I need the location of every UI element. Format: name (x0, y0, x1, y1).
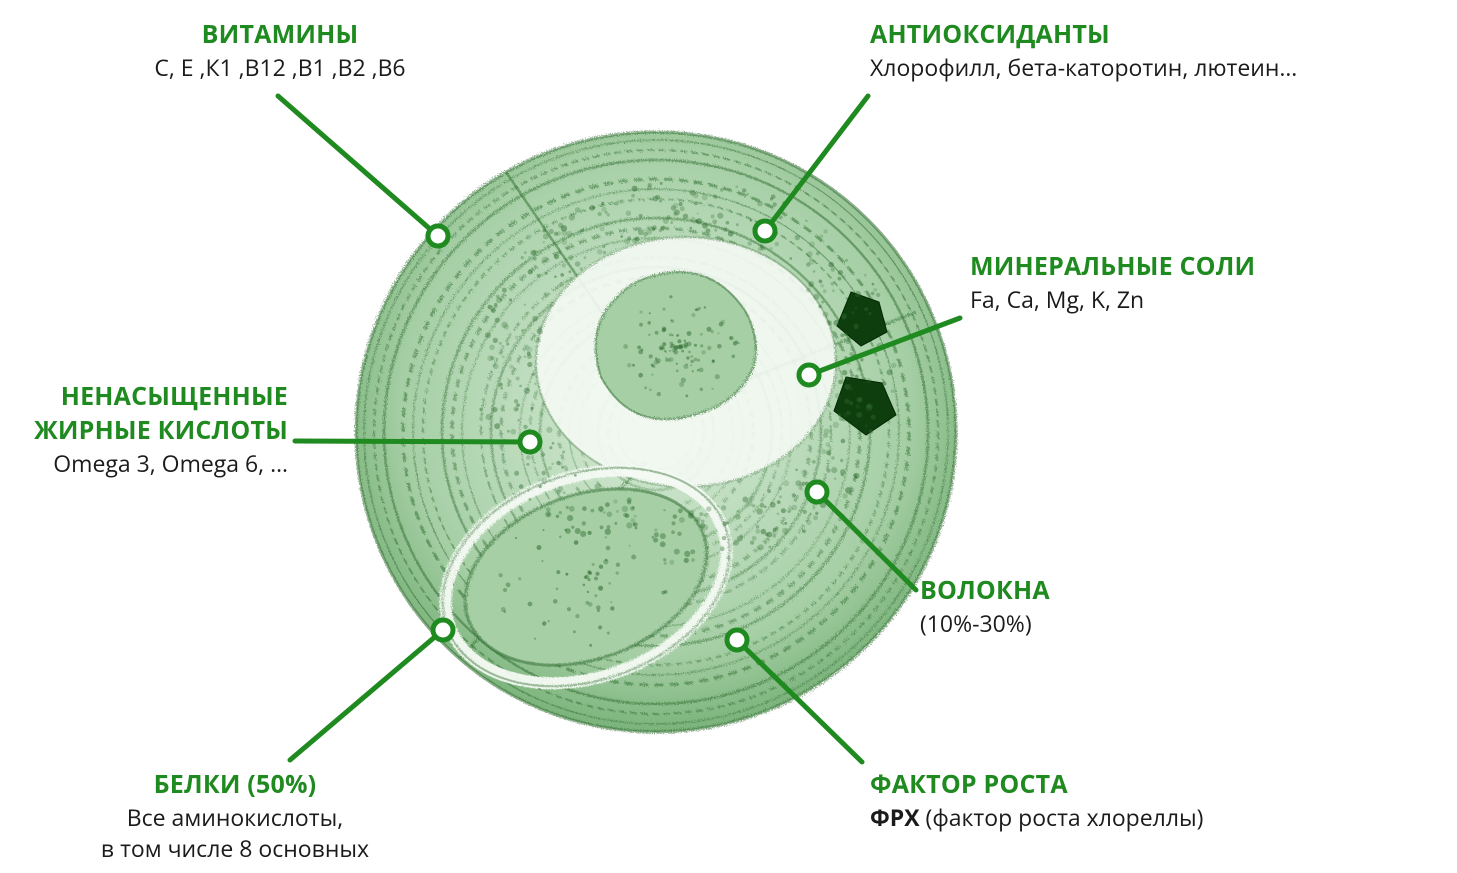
chlorella-composition-diagram: ВИТАМИНЫС, Е ,К1 ,В12 ,В1 ,В2 ,В6 АНТИОКС… (0, 0, 1457, 873)
callout-growth-title: ФАКТОР РОСТА (870, 768, 1350, 802)
callout-vitamins-desc: С, Е ,К1 ,В12 ,В1 ,В2 ,В6 (120, 52, 440, 83)
callout-line-proteins (290, 630, 443, 760)
callout-minerals: МИНЕРАЛЬНЫЕ СОЛИFa, Ca, Mg, K, Zn (970, 250, 1350, 315)
callout-marker-antioxidants (755, 221, 775, 241)
callout-line-fatty (295, 441, 530, 442)
callout-fatty-desc: Omega 3, Omega 6, … (8, 448, 288, 479)
callout-marker-fatty (520, 432, 540, 452)
callout-fatty: НЕНАСЫЩЕННЫЕ ЖИРНЫЕ КИСЛОТЫOmega 3, Omeg… (8, 380, 288, 479)
callout-growth-desc: ФРХ (фактор роста хлореллы) (870, 802, 1350, 833)
callout-vitamins-title: ВИТАМИНЫ (120, 18, 440, 52)
callout-marker-fibers (807, 482, 827, 502)
callout-proteins: БЕЛКИ (50%)Все аминокислоты, в том числе… (50, 768, 420, 864)
callout-marker-proteins (433, 620, 453, 640)
callout-minerals-desc: Fa, Ca, Mg, K, Zn (970, 284, 1350, 315)
callout-line-vitamins (278, 96, 438, 236)
callout-antioxidants-title: АНТИОКСИДАНТЫ (870, 18, 1390, 52)
callout-fibers-title: ВОЛОКНА (920, 574, 1220, 608)
callout-proteins-title: БЕЛКИ (50%) (50, 768, 420, 802)
callout-fibers-desc: (10%-30%) (920, 608, 1220, 639)
callout-antioxidants-desc: Хлорофилл, бета-каторотин, лютеин… (870, 52, 1390, 83)
callout-fibers: ВОЛОКНА(10%-30%) (920, 574, 1220, 639)
callout-marker-vitamins (428, 226, 448, 246)
callout-growth: ФАКТОР РОСТАФРХ (фактор роста хлореллы) (870, 768, 1350, 833)
callout-antioxidants: АНТИОКСИДАНТЫХлорофилл, бета-каторотин, … (870, 18, 1390, 83)
callout-marker-growth (727, 630, 747, 650)
callout-proteins-desc: Все аминокислоты, в том числе 8 основных (50, 802, 420, 864)
callout-marker-minerals (799, 365, 819, 385)
callout-vitamins: ВИТАМИНЫС, Е ,К1 ,В12 ,В1 ,В2 ,В6 (120, 18, 440, 83)
callout-minerals-title: МИНЕРАЛЬНЫЕ СОЛИ (970, 250, 1350, 284)
callout-fatty-title: НЕНАСЫЩЕННЫЕ ЖИРНЫЕ КИСЛОТЫ (8, 380, 288, 448)
